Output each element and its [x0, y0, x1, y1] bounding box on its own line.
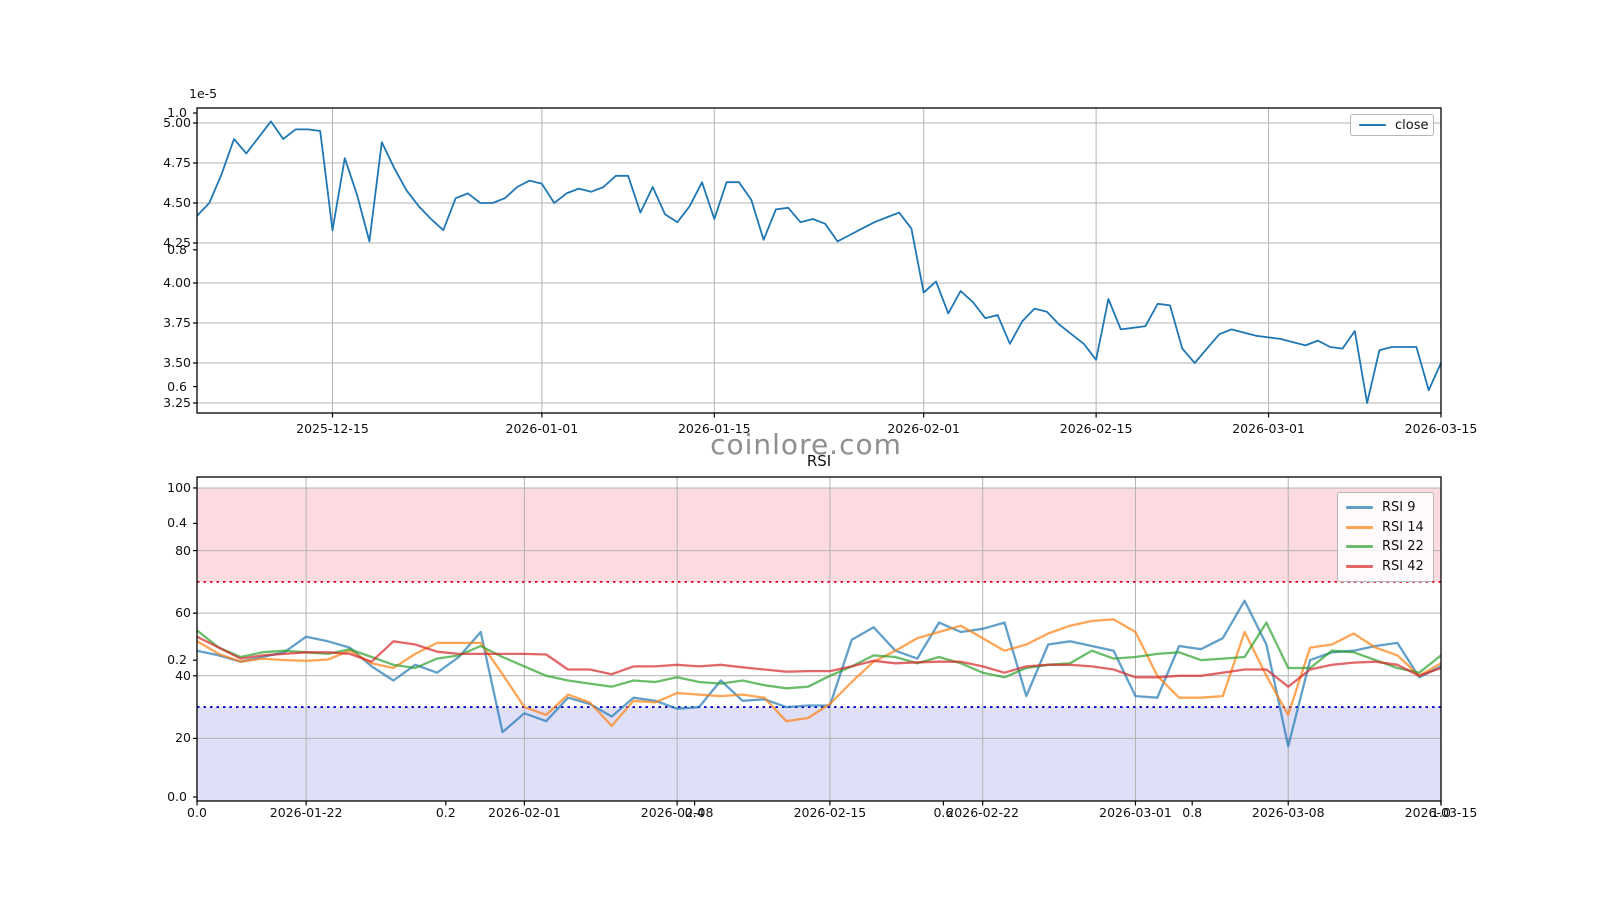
- legend-close: close: [1350, 114, 1434, 136]
- price-y-tick-label: 5.00: [163, 115, 191, 130]
- price-axes-frame: [196, 107, 1442, 414]
- overlay-x-tick-label: 0.4: [684, 805, 705, 820]
- overlay-y-tick-label: 0.8: [167, 241, 187, 257]
- overlay-x-tick-label: 0.2: [435, 805, 456, 820]
- rsi-axes-frame: [196, 476, 1442, 802]
- rsi-title: RSI: [806, 452, 832, 470]
- rsi-y-tick-label: 20: [175, 730, 191, 746]
- rsi-x-tick-label: 2026-02-22: [946, 805, 1019, 820]
- price-y-tick-label: 3.50: [163, 355, 191, 370]
- legend-rsi14-label: RSI 14: [1382, 519, 1424, 535]
- price-x-tick-label: 2026-03-01: [1232, 421, 1305, 436]
- rsi-x-tick-label: 2026-02-08: [640, 805, 714, 820]
- overlay-y-tick-label: 0.0: [167, 789, 187, 804]
- legend-rsi22-row: RSI 22: [1346, 537, 1433, 557]
- price-x-tick-label: 2026-01-01: [505, 421, 579, 436]
- price-y-tick-label: 4.25: [163, 235, 191, 250]
- price-x-tick-label: 2025-12-15: [296, 421, 369, 436]
- rsi-y-tick-label: 80: [175, 542, 191, 558]
- overlay-y-tick-label: 1.0: [167, 105, 187, 120]
- legend-rsi42-row: RSI 42: [1346, 557, 1433, 577]
- rsi-y-tick-label: 40: [175, 667, 191, 683]
- price-y-tick-label: 4.00: [163, 275, 191, 290]
- legend-rsi9-label: RSI 9: [1382, 500, 1416, 516]
- rsi-line-rsi14: [196, 618, 1442, 728]
- overlay-x-tick-label: 1.0: [1431, 805, 1451, 820]
- watermark-text: coinlore.com: [710, 428, 902, 461]
- close-line-swatch: [1359, 123, 1386, 127]
- rsi22-line-swatch: [1346, 545, 1373, 549]
- overlay-x-tick-label: 0.6: [933, 805, 954, 820]
- legend-rsi9-row: RSI 9: [1346, 498, 1433, 518]
- legend-close-label: close: [1395, 117, 1429, 133]
- legend-rsi14-row: RSI 14: [1346, 518, 1433, 538]
- price-y-tick-label: 3.25: [163, 395, 191, 410]
- legend-rsi: RSI 9 RSI 14 RSI 22 RSI 42: [1337, 492, 1434, 582]
- price-y-tick-label: 4.50: [163, 195, 191, 210]
- overlay-y-tick-label: 0.2: [167, 652, 187, 668]
- rsi-x-tick-label: 2026-02-01: [488, 805, 561, 820]
- oversold-band: [197, 707, 1441, 801]
- price-y-tick-label: 4.75: [163, 155, 191, 170]
- rsi-y-tick-label: 100: [167, 479, 191, 495]
- overlay-y-tick-label: 0.6: [167, 378, 187, 394]
- price-y-tick-label: 3.75: [163, 315, 191, 330]
- close-line: [196, 120, 1442, 404]
- overbought-band: [197, 487, 1441, 582]
- overlay-x-tick-label: 0.8: [1182, 805, 1203, 820]
- rsi-x-tick-label: 2026-02-15: [793, 805, 867, 820]
- rsi9-line-swatch: [1346, 506, 1373, 510]
- rsi-y-tick-label: 60: [175, 605, 191, 621]
- rsi42-line-swatch: [1346, 564, 1373, 568]
- rsi-line-rsi42: [196, 635, 1442, 688]
- legend-rsi22-label: RSI 22: [1382, 539, 1424, 555]
- overlay-x-tick-label: 0.0: [187, 805, 207, 820]
- legend-rsi42-label: RSI 42: [1382, 558, 1424, 574]
- rsi-x-tick-label: 2026-01-22: [269, 805, 343, 820]
- overlay-y-tick-label: 0.4: [167, 515, 187, 531]
- price-x-tick-label: 2026-02-15: [1059, 421, 1133, 436]
- price-x-tick-label: 2026-01-15: [677, 421, 751, 436]
- y-axis-offset-text: 1e-5: [189, 86, 218, 101]
- rsi-x-tick-label: 2026-03-08: [1251, 805, 1325, 820]
- rsi-x-tick-label: 2026-03-01: [1099, 805, 1172, 820]
- price-x-tick-label: 2026-02-01: [887, 421, 961, 436]
- price-x-tick-label: 2026-03-15: [1404, 421, 1478, 436]
- rsi14-line-swatch: [1346, 525, 1373, 529]
- rsi-line-rsi22: [196, 621, 1442, 690]
- rsi-x-tick-label: 2026-03-15: [1404, 805, 1478, 820]
- rsi-line-rsi9: [196, 599, 1442, 748]
